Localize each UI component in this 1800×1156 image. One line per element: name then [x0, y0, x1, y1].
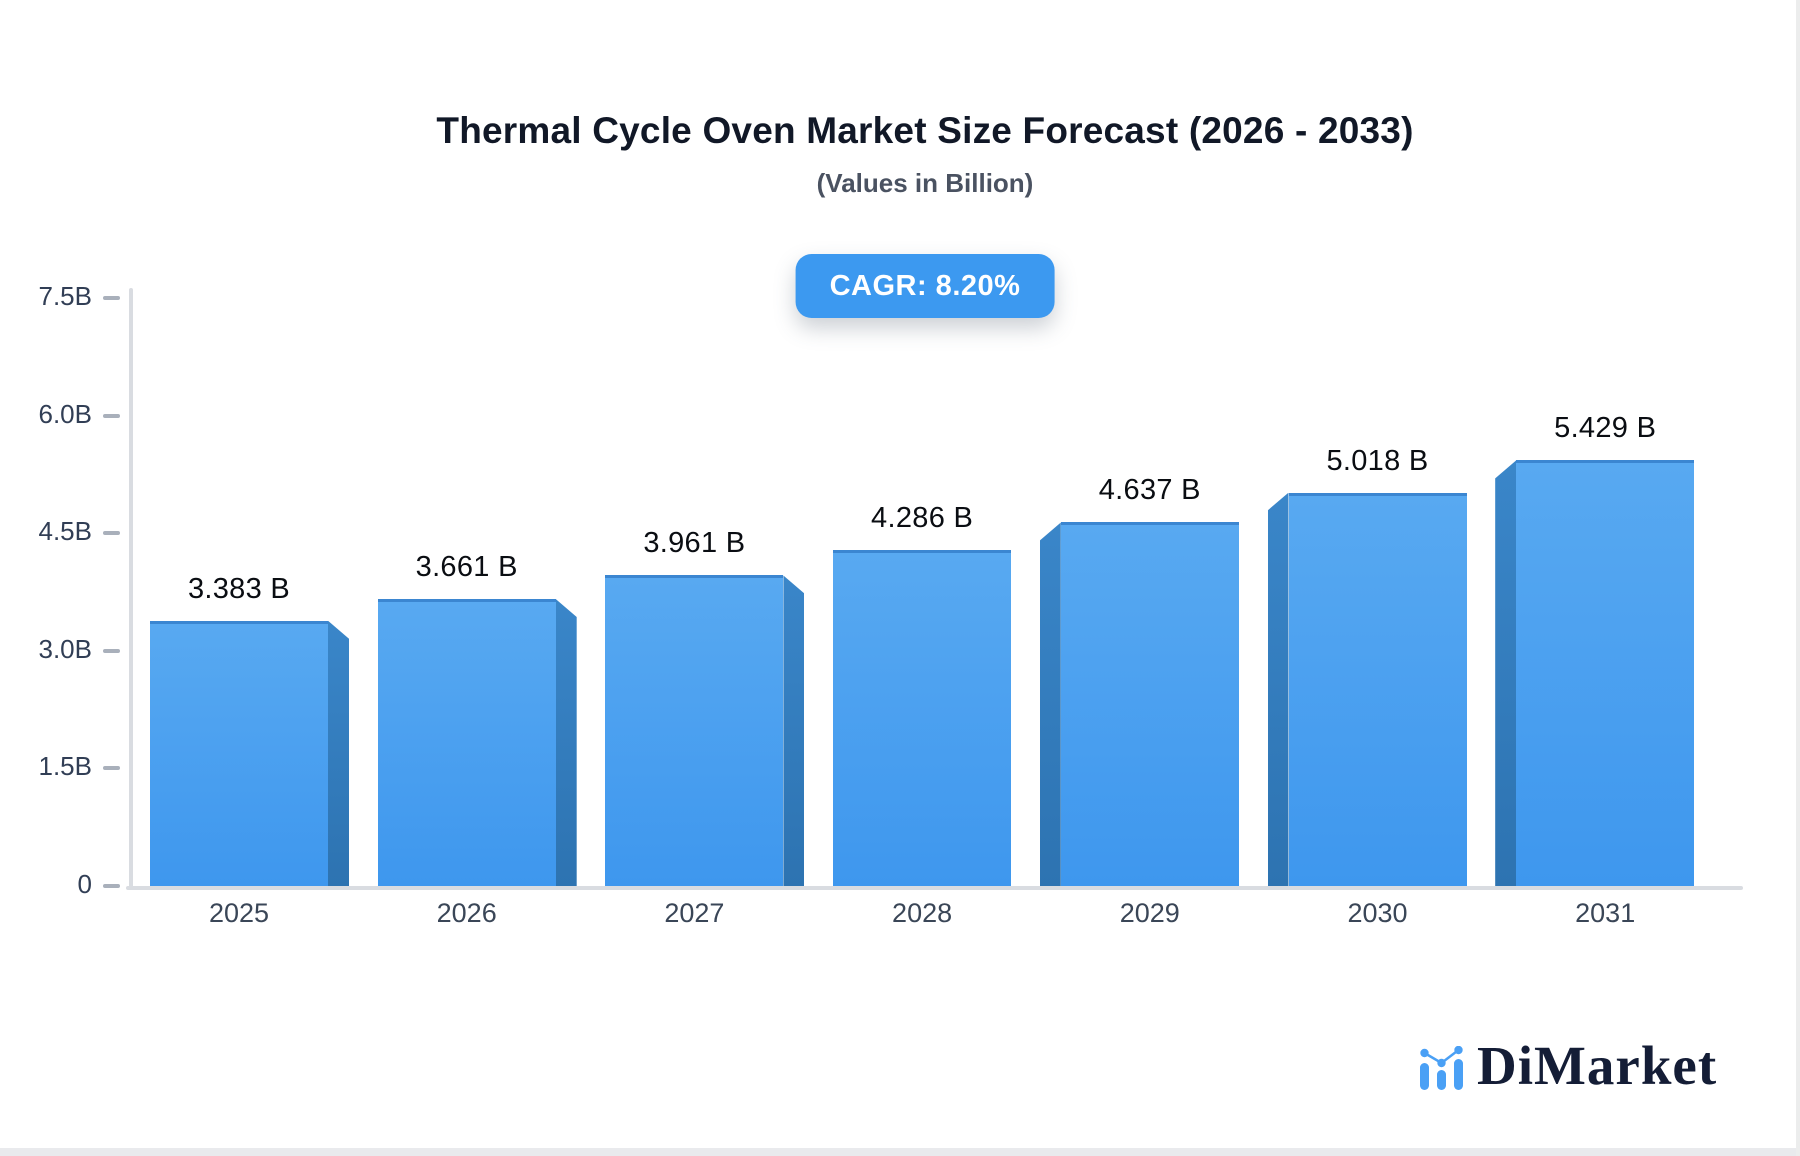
bar-2025: [150, 620, 328, 886]
bar-value-label: 4.637 B: [1098, 474, 1201, 507]
dimarket-logo-text: DiMarket: [1477, 1035, 1718, 1096]
x-axis-label: 2026: [436, 898, 497, 928]
bar-value-label: 5.429 B: [1554, 412, 1657, 445]
y-axis-tick-label: 4.5B: [38, 516, 93, 547]
y-axis-tick-mark: [103, 884, 120, 888]
bar-value-label: 4.286 B: [871, 501, 974, 534]
y-axis-tick-mark: [103, 531, 120, 536]
y-axis-tick-mark: [103, 766, 120, 771]
bar-2028: [833, 549, 1012, 886]
bar-3d-side: [1267, 492, 1289, 886]
page-right-border: [1796, 0, 1800, 1156]
bar-2029: [1060, 522, 1239, 886]
bar-value-label: 3.961 B: [643, 527, 746, 560]
bar-2030: [1288, 492, 1467, 886]
page-bottom-border: [0, 1148, 1800, 1156]
y-axis-tick-label: 6.0B: [38, 398, 93, 429]
bar-2031: [1516, 460, 1695, 886]
bar-3d-side: [328, 620, 349, 886]
y-axis-tick-mark: [103, 296, 120, 300]
bar-value-label: 3.383 B: [187, 572, 291, 605]
y-axis-line: [129, 288, 133, 888]
bar-value-label: 5.018 B: [1326, 444, 1429, 477]
y-axis-tick-mark: [103, 648, 120, 653]
y-axis-tick-label: 0: [77, 869, 92, 899]
bar-value-label: 3.661 B: [415, 550, 518, 583]
bar-2027: [605, 575, 784, 886]
dimarket-logo: DiMarket: [1419, 1036, 1717, 1096]
x-axis-label: 2028: [892, 898, 953, 928]
bar-2026: [377, 598, 556, 886]
bar-3d-side: [1039, 522, 1061, 886]
bar-3d-side: [783, 575, 805, 886]
y-axis-tick-label: 3.0B: [38, 633, 93, 664]
x-axis-label: 2030: [1347, 898, 1408, 928]
bar-3d-side: [555, 598, 577, 886]
x-axis-label: 2027: [664, 898, 725, 928]
y-axis-tick-label: 1.5B: [38, 751, 93, 782]
x-axis-label: 2025: [208, 898, 270, 928]
bar-chart-trend-icon: [1420, 1046, 1463, 1090]
y-axis-tick-mark: [103, 413, 120, 418]
x-axis-label: 2031: [1575, 898, 1636, 928]
bar-3d-side: [1495, 460, 1517, 886]
cagr-badge: CAGR: 8.20%: [795, 254, 1055, 318]
page-subtitle: (Values in Billion): [816, 168, 1034, 198]
page-title: Thermal Cycle Oven Market Size Forecast …: [436, 110, 1414, 151]
y-axis-tick-label: 7.5B: [38, 281, 93, 311]
x-axis-label: 2029: [1119, 898, 1180, 928]
x-axis-line: [126, 886, 1743, 890]
